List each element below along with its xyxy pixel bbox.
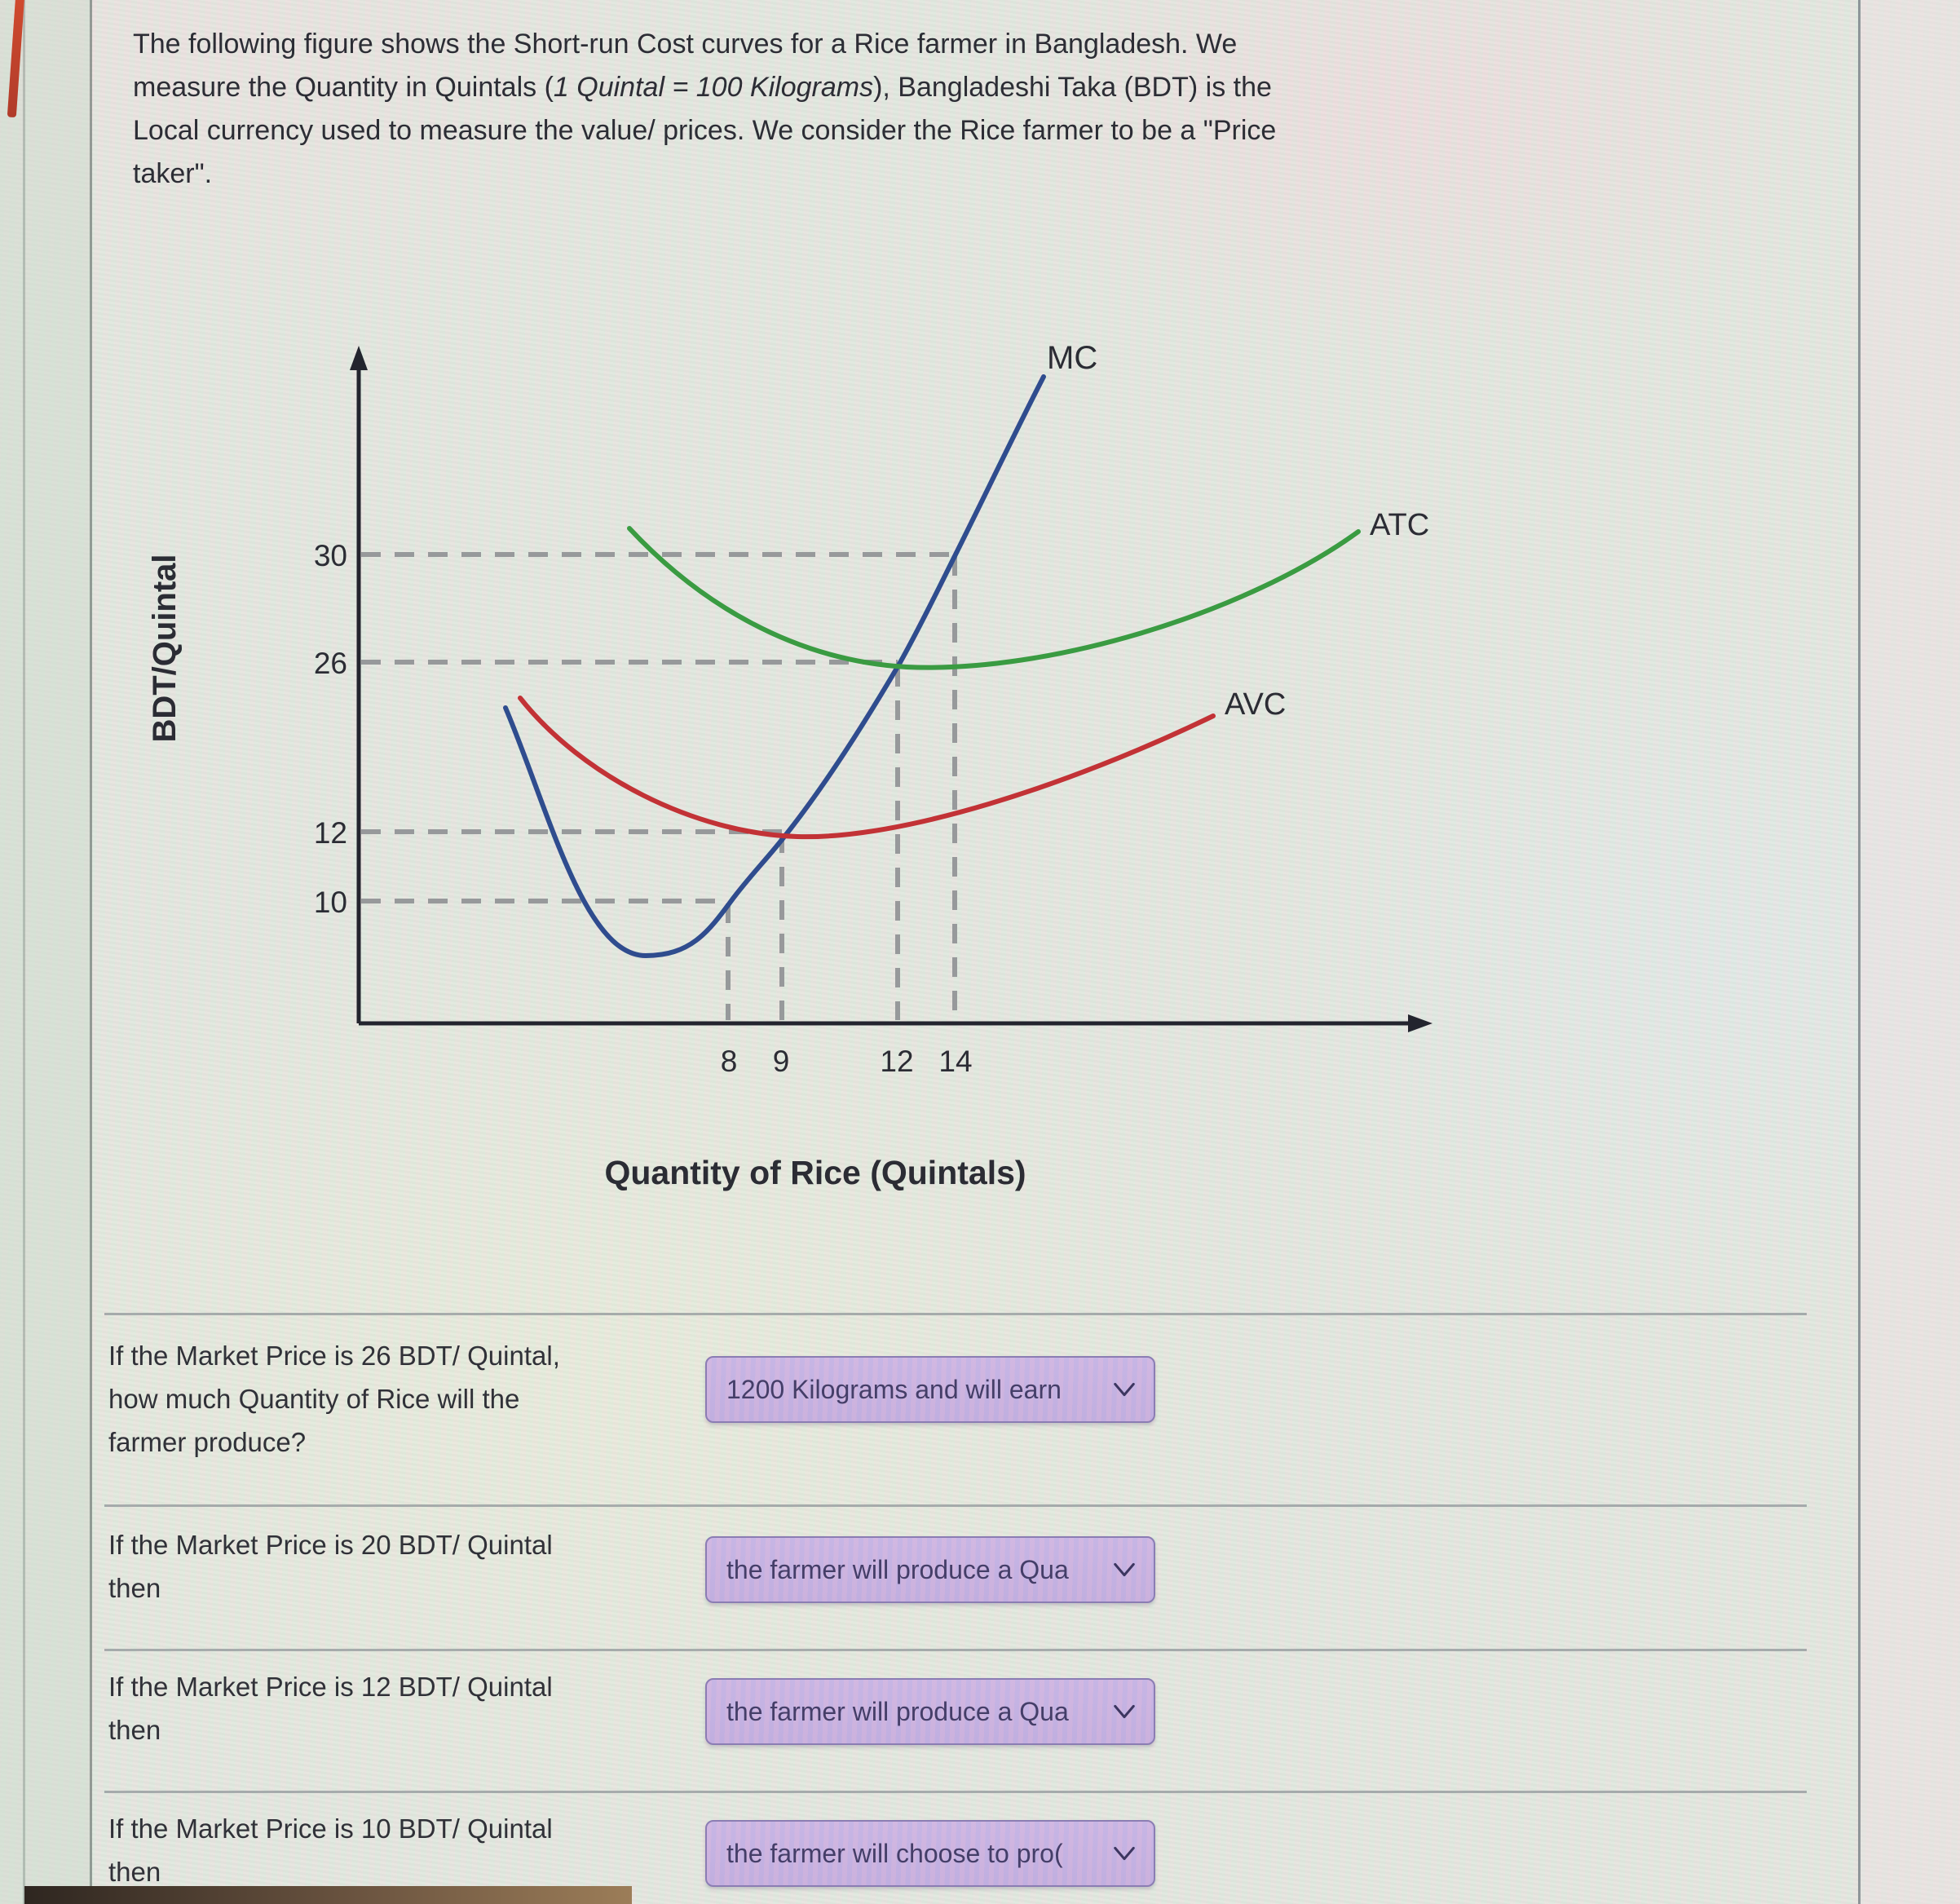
x-tick-8: 8 — [721, 1045, 738, 1078]
avc-curve-label: AVC — [1225, 687, 1286, 722]
y-tick-30: 30 — [314, 539, 347, 572]
photo-artifact-bottom-edge — [24, 1886, 632, 1904]
y-axis-arrow — [350, 346, 368, 370]
content-right-border — [1858, 0, 1861, 1904]
question-3-line-2: then — [108, 1715, 161, 1745]
question-2-line-2: then — [108, 1573, 161, 1603]
cost-curves-chart: MC ATC AVC 30 26 12 10 8 9 12 14 BDT/Qui… — [0, 310, 1960, 1272]
chevron-down-icon — [1114, 1562, 1135, 1577]
answer-dropdown-4-value: the farmer will choose to pro( — [726, 1838, 1063, 1868]
atc-curve-label: ATC — [1370, 508, 1429, 542]
question-4-line-1: If the Market Price is 10 BDT/ Quintal — [108, 1813, 553, 1844]
atc-curve — [627, 526, 1361, 670]
question-1-line-1: If the Market Price is 26 BDT/ Quintal, — [108, 1341, 560, 1371]
y-axis-title: BDT/Quintal — [147, 554, 183, 742]
x-tick-14: 14 — [938, 1045, 972, 1078]
intro-line-1: The following figure shows the Short-run… — [133, 29, 1238, 60]
y-tick-10: 10 — [314, 886, 347, 919]
guide-lines — [361, 552, 957, 1020]
cost-curves-svg: MC ATC AVC 30 26 12 10 8 9 12 14 BDT/Qui… — [147, 340, 1432, 1191]
question-2-text: If the Market Price is 20 BDT/ Quintal t… — [108, 1523, 695, 1610]
avc-curve — [518, 696, 1216, 840]
answer-dropdown-4[interactable]: the farmer will choose to pro( — [705, 1820, 1155, 1887]
left-bezel-line — [23, 0, 25, 1904]
intro-line-4: taker". — [133, 158, 213, 189]
question-3-text: If the Market Price is 12 BDT/ Quintal t… — [108, 1665, 695, 1752]
divider — [104, 1504, 1807, 1507]
question-1-line-3: farmer produce? — [108, 1427, 307, 1457]
question-3-line-1: If the Market Price is 12 BDT/ Quintal — [108, 1672, 553, 1702]
intro-paragraph: The following figure shows the Short-run… — [133, 23, 1291, 196]
y-tick-26: 26 — [314, 647, 347, 680]
answer-dropdown-1-value: 1200 Kilograms and will earn — [726, 1374, 1062, 1404]
question-1-line-2: how much Quantity of Rice will the — [108, 1384, 520, 1414]
question-2-line-1: If the Market Price is 20 BDT/ Quintal — [108, 1530, 553, 1560]
intro-line-2: measure the Quantity in Quintals (1 Quin… — [133, 72, 1272, 103]
chevron-down-icon — [1114, 1704, 1135, 1719]
right-margin-strip — [1861, 0, 1960, 1904]
question-4-text: If the Market Price is 10 BDT/ Quintal t… — [108, 1807, 695, 1893]
chevron-down-icon — [1114, 1382, 1135, 1397]
question-1-text: If the Market Price is 26 BDT/ Quintal, … — [108, 1334, 695, 1464]
x-axis-arrow — [1408, 1014, 1432, 1032]
mc-curve-label: MC — [1047, 340, 1097, 376]
x-axis-title: Quantity of Rice (Quintals) — [604, 1154, 1026, 1191]
divider — [104, 1791, 1807, 1793]
divider — [104, 1313, 1807, 1315]
y-tick-12: 12 — [314, 816, 347, 850]
question-4-line-2: then — [108, 1857, 161, 1887]
answer-dropdown-2-value: the farmer will produce a Qua — [726, 1554, 1069, 1584]
x-tick-12: 12 — [880, 1045, 913, 1078]
intro-line-3: Local currency used to measure the value… — [133, 115, 1277, 146]
answer-dropdown-3[interactable]: the farmer will produce a Qua — [705, 1678, 1155, 1745]
chevron-down-icon — [1114, 1846, 1135, 1861]
x-tick-9: 9 — [773, 1045, 790, 1078]
answer-dropdown-3-value: the farmer will produce a Qua — [726, 1696, 1069, 1726]
divider — [104, 1649, 1807, 1651]
left-bezel-strip — [0, 0, 92, 1904]
answer-dropdown-2[interactable]: the farmer will produce a Qua — [705, 1536, 1155, 1603]
answer-dropdown-1[interactable]: 1200 Kilograms and will earn — [705, 1356, 1155, 1423]
